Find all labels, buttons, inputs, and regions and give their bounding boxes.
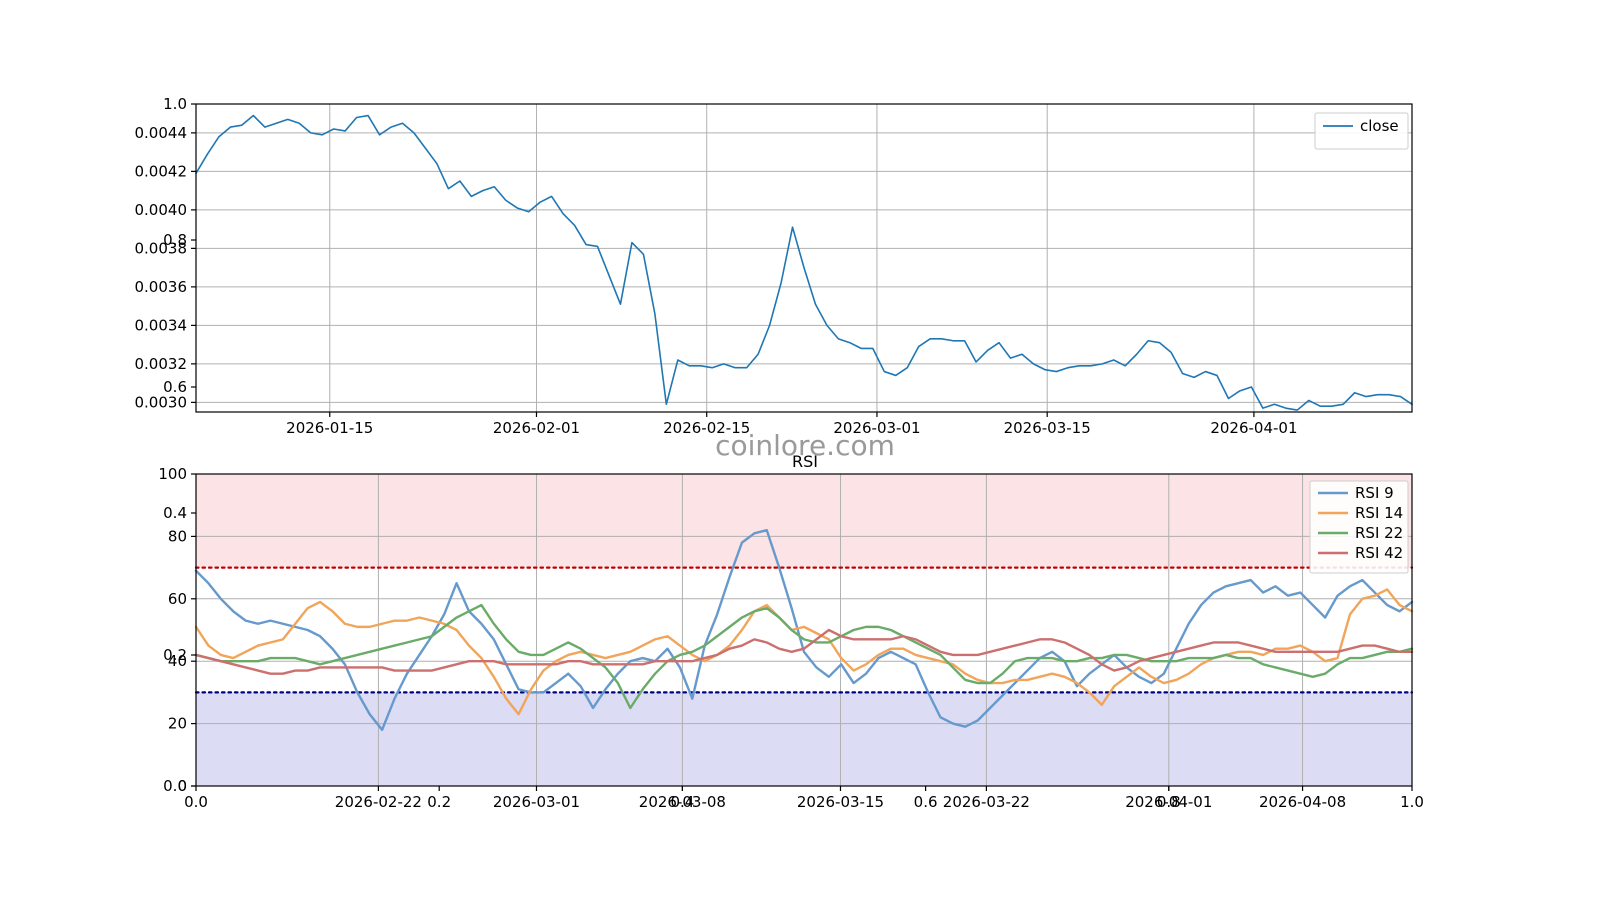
price-x-tick-label: 2026-03-15: [1004, 419, 1091, 437]
price-axes: [195, 103, 1413, 413]
rsi-x-tick-labels: 2026-02-22 2026-03-01 2026-03-08 2026-03-15…: [335, 786, 1346, 811]
price-y-tick-label: 0.0038: [135, 239, 188, 257]
price-legend[interactable]: close: [1314, 112, 1409, 150]
rsi-legend-box[interactable]: [1309, 480, 1409, 574]
rsi-x-tick-label-overlay: 0.0: [184, 793, 208, 811]
price-series-group: [195, 114, 1413, 411]
price-x-tick-label: 2026-02-15: [663, 419, 750, 437]
rsi-axis-frame: [195, 473, 1413, 787]
rsi-band-overbought: [196, 474, 1412, 568]
price-y-tick-label: 0.0032: [135, 355, 188, 373]
price-axis-frame: [195, 103, 1413, 413]
rsi-x-tick-label-overlay: 0.6: [914, 793, 938, 811]
price-panel: 0.0030 0.0032 0.0034 0.0036 0.0038 0.0040 0.00…: [135, 95, 1413, 437]
rsi-y-tick-label-overlay: 0.0: [163, 777, 187, 795]
rsi-panel: 0 20 40 60 80 100 0.0 0.2 0.4 2026-02-22 2026-03…: [158, 452, 1424, 811]
price-y-tick-labels-overlay: 0.6 0.8 1.0: [163, 95, 196, 396]
rsi-x-tick-label: 2026-04-01: [1125, 793, 1212, 811]
price-y-tick-label-overlay: 1.0: [163, 95, 187, 113]
rsi-y-tick-label: 40: [168, 652, 187, 670]
rsi-y-tick-labels-overlay: 0.0 0.2 0.4: [163, 504, 196, 795]
rsi-y-tick-label: 0: [177, 777, 187, 795]
rsi-x-tick-label: 2026-03-22: [943, 793, 1030, 811]
rsi-x-tick-label: 2026-03-01: [493, 793, 580, 811]
rsi-y-tick-label: 100: [158, 465, 187, 483]
price-gridlines: [196, 104, 1412, 412]
rsi-x-tick-label-overlay: 1.0: [1400, 793, 1424, 811]
rsi-y-tick-label-overlay: 0.2: [163, 646, 187, 664]
price-legend-box[interactable]: [1314, 112, 1409, 150]
rsi-y-tick-label-overlay: 0.4: [163, 504, 187, 522]
rsi-legend-label: RSI 22: [1355, 524, 1403, 542]
rsi-y-tick-label: 60: [168, 590, 187, 608]
rsi-x-tick-label-overlay: 0.2: [427, 793, 451, 811]
rsi-legend[interactable]: RSI 9 RSI 14 RSI 22 RSI 42: [1309, 480, 1409, 574]
rsi-threshold-bands: [196, 474, 1412, 786]
rsi-series-group: [194, 528, 1414, 732]
rsi-band-oversold: [196, 692, 1412, 786]
rsi-y-tick-labels: 0 20 40 60 80 100: [158, 465, 196, 795]
price-y-tick-label-overlay: 0.8: [163, 231, 187, 249]
price-x-tick-labels: 2026-01-15 2026-02-01 2026-02-15 2026-03-01…: [286, 412, 1298, 437]
rsi-x-tick-label-overlay: 0.4: [670, 793, 694, 811]
rsi-x-tick-label-overlay: 0.8: [1157, 793, 1181, 811]
price-x-tick-label: 2026-04-01: [1210, 419, 1297, 437]
watermark: coinlore.com: [715, 429, 895, 462]
rsi-x-tick-label: 2026-03-08: [639, 793, 726, 811]
rsi-line-rsi-22: [194, 603, 1414, 710]
rsi-legend-label: RSI 9: [1355, 484, 1394, 502]
price-y-tick-label-overlay: 0.6: [163, 378, 187, 396]
price-y-tick-label: 0.0040: [135, 201, 188, 219]
price-x-tick-label: 2026-03-01: [833, 419, 920, 437]
rsi-x-tick-label: 2026-03-15: [797, 793, 884, 811]
price-x-tick-label: 2026-02-01: [493, 419, 580, 437]
rsi-line-rsi-42: [194, 628, 1414, 675]
rsi-legend-label: RSI 42: [1355, 544, 1403, 562]
rsi-line-rsi-9: [194, 528, 1414, 732]
rsi-x-tick-labels-overlay: 0.0 0.2 0.4 0.6 0.8 1.0: [184, 786, 1424, 811]
rsi-y-tick-label: 20: [168, 715, 187, 733]
price-y-tick-label: 0.0030: [135, 393, 188, 411]
price-legend-label: close: [1360, 117, 1399, 135]
price-y-tick-labels: 0.0030 0.0032 0.0034 0.0036 0.0038 0.0040 0.00…: [135, 124, 196, 411]
rsi-x-tick-label: 2026-02-22: [335, 793, 422, 811]
price-y-tick-label: 0.0044: [135, 124, 188, 142]
price-y-tick-label: 0.0042: [135, 162, 188, 180]
rsi-axes: [195, 473, 1413, 787]
rsi-y-tick-label: 80: [168, 527, 187, 545]
price-y-tick-label: 0.0036: [135, 278, 188, 296]
rsi-panel-title: RSI: [792, 452, 818, 471]
price-line-close: [195, 114, 1413, 411]
rsi-line-rsi-14: [194, 588, 1414, 716]
rsi-x-tick-label: 2026-04-08: [1259, 793, 1346, 811]
price-x-tick-label: 2026-01-15: [286, 419, 373, 437]
rsi-legend-label: RSI 14: [1355, 504, 1403, 522]
price-y-tick-label: 0.0034: [135, 316, 188, 334]
